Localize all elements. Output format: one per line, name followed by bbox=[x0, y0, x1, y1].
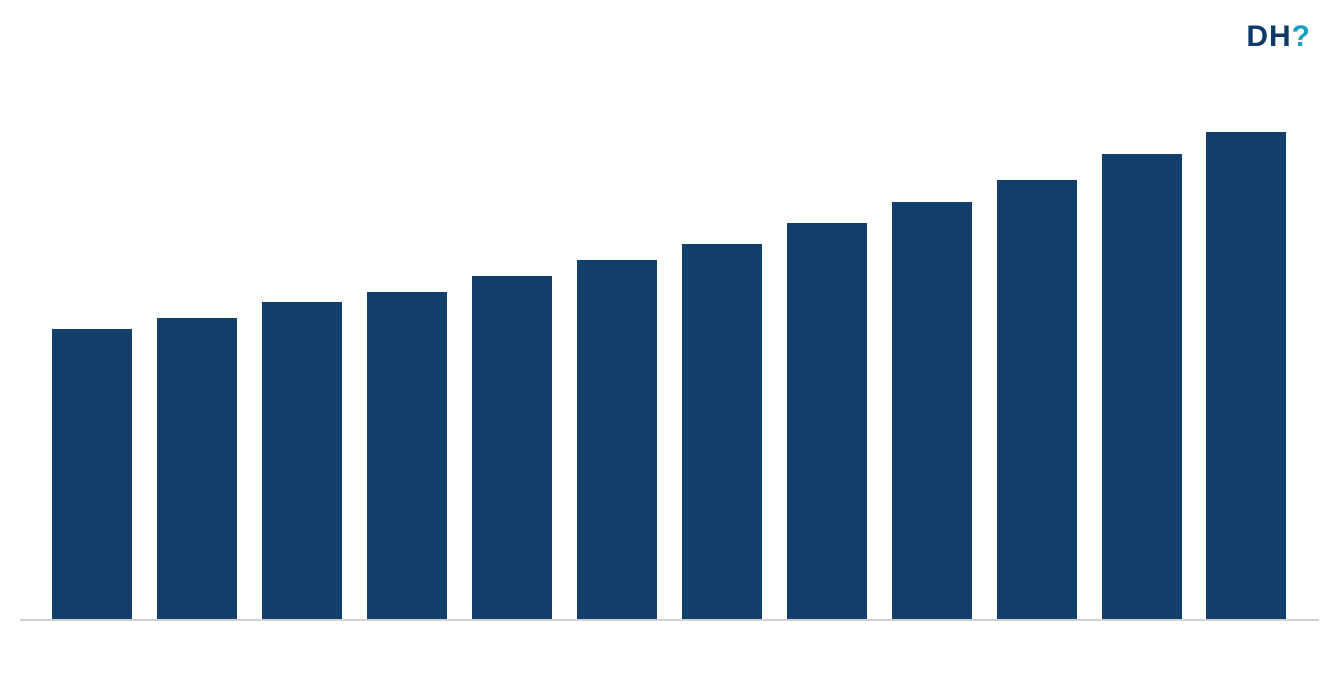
bar bbox=[367, 292, 447, 621]
chart-container: D H ? bbox=[0, 0, 1339, 691]
x-axis-line bbox=[20, 619, 1319, 621]
bar bbox=[472, 276, 552, 621]
brand-logo: D H ? bbox=[1246, 20, 1309, 54]
logo-letter-q: ? bbox=[1292, 20, 1309, 54]
bar bbox=[157, 318, 237, 621]
bar bbox=[682, 244, 762, 621]
bar bbox=[1206, 132, 1286, 621]
logo-letter-h: H bbox=[1269, 20, 1290, 54]
bar bbox=[262, 302, 342, 621]
logo-letter-d: D bbox=[1246, 20, 1267, 54]
plot-area bbox=[20, 90, 1319, 621]
bar bbox=[52, 329, 132, 621]
bar bbox=[1102, 154, 1182, 621]
bar bbox=[577, 260, 657, 621]
bar bbox=[892, 202, 972, 621]
bar bbox=[997, 180, 1077, 621]
bar bbox=[787, 223, 867, 621]
bars-group bbox=[20, 90, 1319, 621]
